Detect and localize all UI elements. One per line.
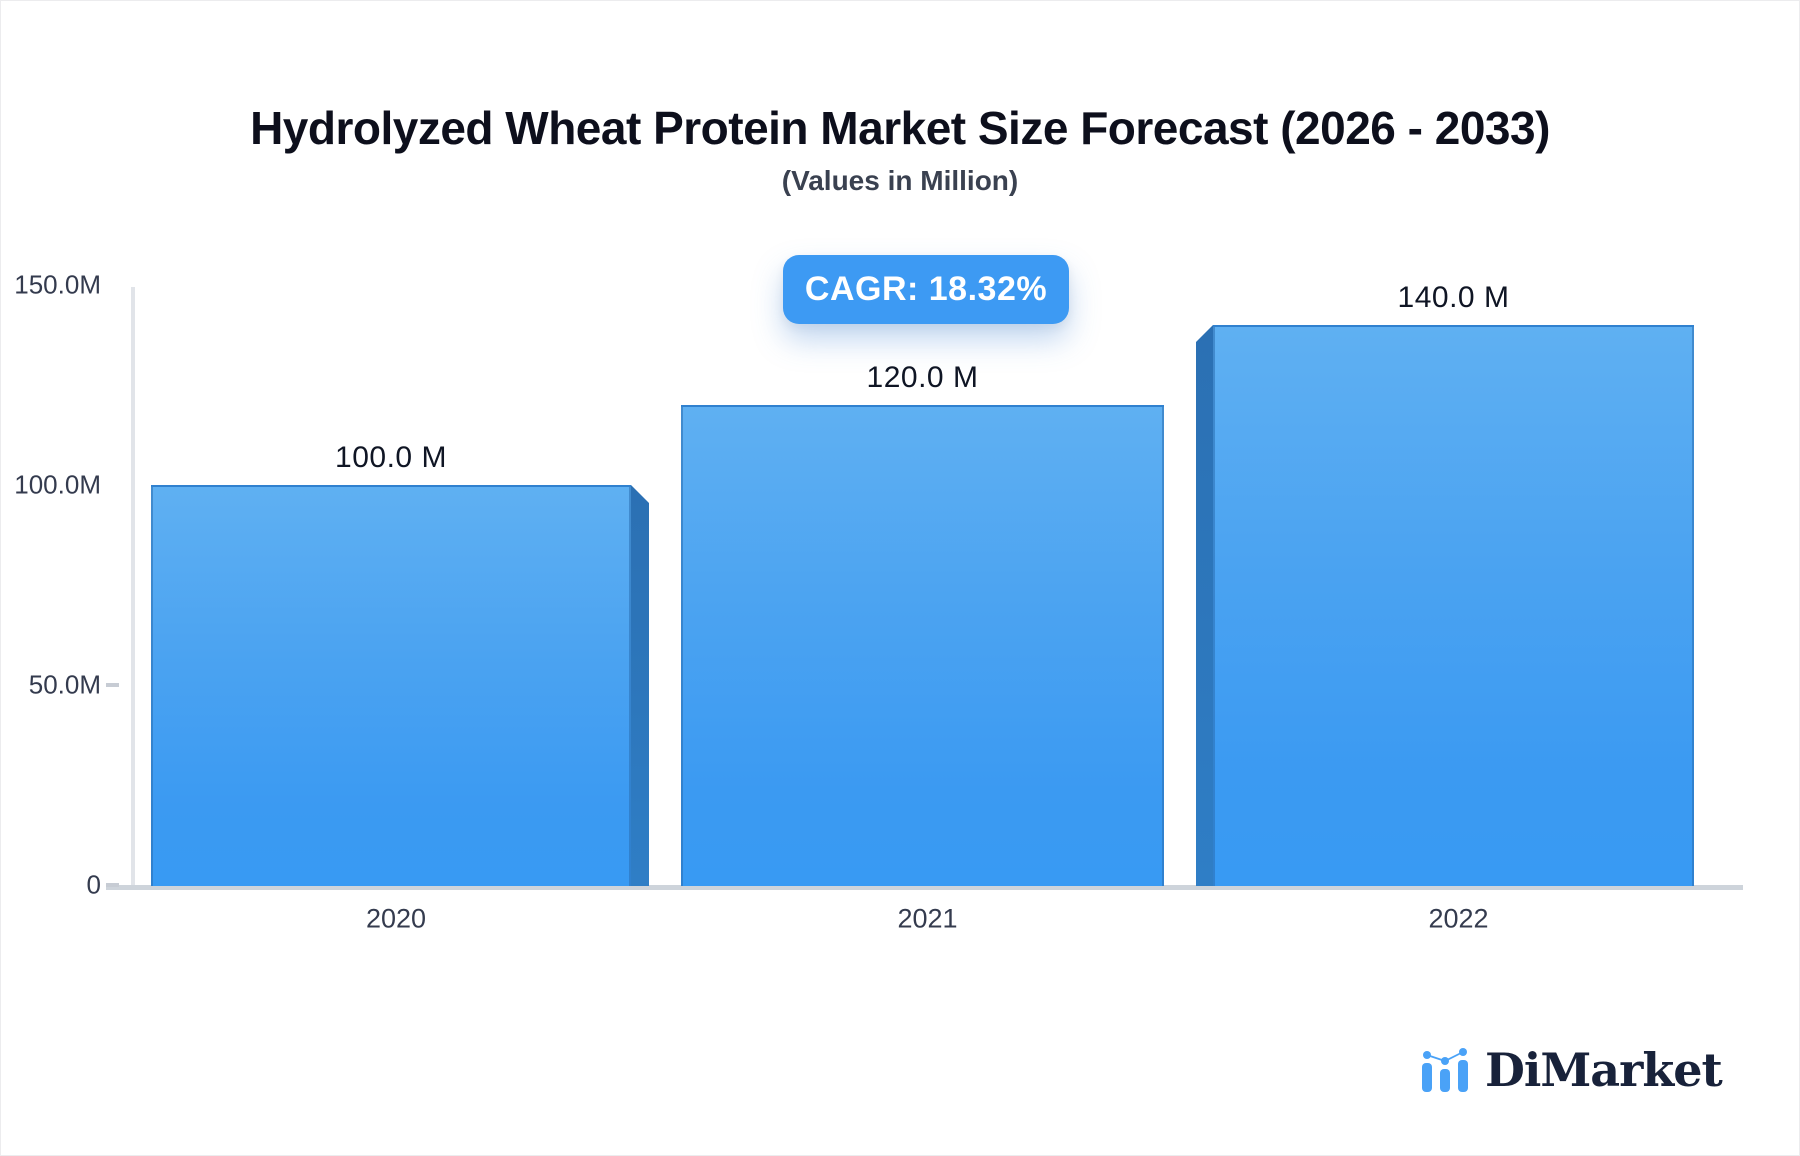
cagr-badge: CAGR: 18.32% bbox=[783, 255, 1069, 324]
y-axis-tick-mark bbox=[106, 883, 119, 887]
x-axis-label: 2021 bbox=[897, 903, 958, 934]
bar-3d-side bbox=[631, 485, 649, 886]
chart-title: Hydrolyzed Wheat Protein Market Size For… bbox=[250, 102, 1550, 154]
y-axis-tick-label: 0 bbox=[86, 869, 101, 900]
x-axis-label: 2020 bbox=[365, 903, 427, 934]
y-axis-tick-label: 150.0M bbox=[14, 269, 101, 300]
bar-value-label: 120.0 M bbox=[866, 361, 979, 394]
y-axis-tick-mark bbox=[106, 683, 119, 687]
chart-subtitle: (Values in Million) bbox=[781, 165, 1019, 196]
y-axis-tick-label: 100.0M bbox=[14, 469, 101, 500]
y-axis-tick-label: 50.0M bbox=[28, 669, 101, 700]
bar-value-label: 100.0 M bbox=[335, 441, 447, 474]
x-axis-baseline bbox=[106, 885, 1743, 890]
y-axis-line bbox=[131, 287, 135, 885]
bar bbox=[151, 485, 631, 886]
dimarket-logo: DiMarket bbox=[1421, 1043, 1723, 1097]
bar bbox=[681, 405, 1164, 886]
bar-value-label: 140.0 M bbox=[1397, 281, 1510, 314]
cagr-badge-label: CAGR: 18.32% bbox=[804, 270, 1048, 308]
dimarket-logo-icon bbox=[1422, 1048, 1468, 1092]
bar-3d-side bbox=[1196, 325, 1213, 886]
x-axis-label: 2022 bbox=[1428, 903, 1489, 934]
bar bbox=[1213, 325, 1694, 886]
dimarket-logo-text: DiMarket bbox=[1485, 1043, 1723, 1097]
